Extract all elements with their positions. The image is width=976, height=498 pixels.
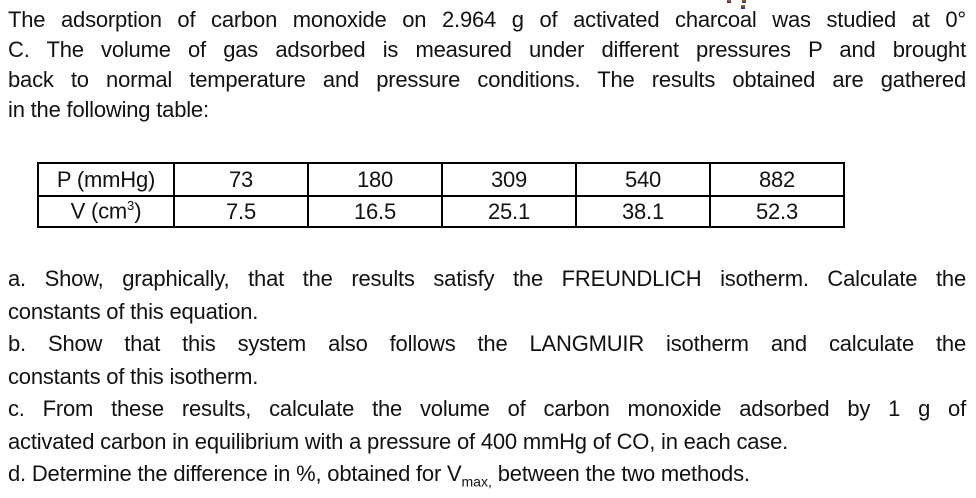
intro-line-1: The adsorption of carbon monoxide on 2.9… (8, 7, 966, 32)
row-label-volume: V (cm3) (37, 195, 175, 228)
pressure-value: 309 (441, 162, 577, 197)
question-c-line-2: activated carbon in equilibrium with a p… (8, 428, 789, 454)
pressure-value: 882 (709, 162, 845, 197)
volume-value: 7.5 (173, 195, 309, 228)
volume-value: 16.5 (307, 195, 443, 228)
question-b-line-1: b. Show that this system also follows th… (8, 331, 966, 356)
pressure-value: 73 (173, 162, 309, 197)
pressure-value: 540 (575, 162, 711, 197)
table-row-pressure: P (mmHg) 73 180 309 540 882 (37, 162, 845, 197)
cropped-text-fragment (742, 0, 746, 3)
volume-value: 38.1 (575, 195, 711, 228)
intro-line-4: in the following table: (8, 97, 209, 122)
pressure-value: 180 (307, 162, 443, 197)
row-label-pressure: P (mmHg) (37, 162, 175, 197)
cropped-text-fragment (741, 5, 745, 9)
volume-value: 25.1 (441, 195, 577, 228)
subscript-max: max, (461, 473, 492, 490)
intro-line-2: C. The volume of gas adsorbed is measure… (8, 37, 966, 62)
question-d-text-end: between the two methods. (491, 461, 750, 486)
question-d-line: d. Determine the difference in %, obtain… (8, 458, 966, 498)
superscript-3: 3 (127, 198, 135, 214)
questions-block: a. Show, graphically, that the results s… (8, 263, 966, 498)
volume-label-close: ) (134, 198, 142, 224)
cropped-text-fragment (727, 0, 731, 3)
question-b-line-2: constants of this isotherm. (8, 363, 259, 389)
intro-paragraph: The adsorption of carbon monoxide on 2.9… (8, 5, 966, 125)
intro-line-3: back to normal temperature and pressure … (8, 67, 966, 92)
adsorption-data-table: P (mmHg) 73 180 309 540 882 V (cm3) 7.5 … (37, 162, 845, 228)
volume-label-text: V (cm (70, 198, 128, 224)
volume-value: 52.3 (709, 195, 845, 228)
question-a-line-1: a. Show, graphically, that the results s… (8, 266, 966, 291)
table-row-volume: V (cm3) 7.5 16.5 25.1 38.1 52.3 (37, 195, 845, 228)
question-a-line-2: constants of this equation. (8, 298, 259, 324)
question-d-text: d. Determine the difference in %, obtain… (8, 461, 462, 486)
question-c-line-1: c. From these results, calculate the vol… (8, 396, 966, 421)
